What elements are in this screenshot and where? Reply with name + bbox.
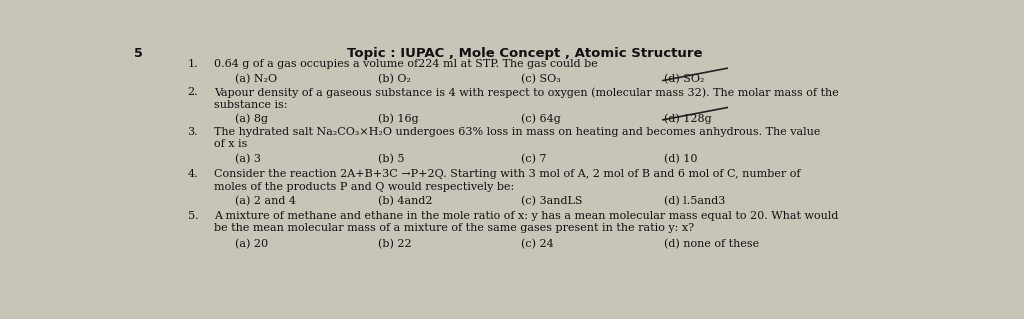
Text: be the mean molecular mass of a mixture of the same gases present in the ratio y: be the mean molecular mass of a mixture … xyxy=(214,224,694,234)
Text: (b) 22: (b) 22 xyxy=(378,239,412,249)
Text: (c) 24: (c) 24 xyxy=(521,239,554,249)
Text: Consider the reaction 2A+B+3C →P+2Q. Starting with 3 mol of A, 2 mol of B and 6 : Consider the reaction 2A+B+3C →P+2Q. Sta… xyxy=(214,169,800,179)
Text: 3.: 3. xyxy=(187,127,199,137)
Text: (a) 20: (a) 20 xyxy=(236,239,268,249)
Text: 2.: 2. xyxy=(187,87,199,97)
Text: (d) none of these: (d) none of these xyxy=(664,239,759,249)
Text: (c) 7: (c) 7 xyxy=(521,154,547,165)
Text: A mixture of methane and ethane in the mole ratio of x: y has a mean molecular m: A mixture of methane and ethane in the m… xyxy=(214,211,838,221)
Text: Topic : IUPAC , Mole Concept , Atomic Structure: Topic : IUPAC , Mole Concept , Atomic St… xyxy=(347,47,702,60)
Text: moles of the products P and Q would respectively be:: moles of the products P and Q would resp… xyxy=(214,182,514,192)
Text: Vapour density of a gaseous substance is 4 with respect to oxygen (molecular mas: Vapour density of a gaseous substance is… xyxy=(214,87,839,98)
Text: (a) 2 and 4: (a) 2 and 4 xyxy=(236,196,296,206)
Text: (b) 5: (b) 5 xyxy=(378,154,404,165)
Text: (b) 4and2: (b) 4and2 xyxy=(378,196,432,206)
Text: (a) N₂O: (a) N₂O xyxy=(236,74,278,84)
Text: 4.: 4. xyxy=(187,169,199,179)
Text: (c) 3andLS: (c) 3andLS xyxy=(521,196,583,206)
Text: 1.: 1. xyxy=(187,59,199,69)
Text: substance is:: substance is: xyxy=(214,100,288,110)
Text: The hydrated salt Na₂CO₃×H₂O undergoes 63% loss in mass on heating and becomes a: The hydrated salt Na₂CO₃×H₂O undergoes 6… xyxy=(214,127,820,137)
Text: (b) O₂: (b) O₂ xyxy=(378,74,411,84)
Text: (c) 64g: (c) 64g xyxy=(521,113,560,124)
Text: 5.: 5. xyxy=(187,211,199,221)
Text: (b) 16g: (b) 16g xyxy=(378,113,419,124)
Text: (d) 128g: (d) 128g xyxy=(664,113,712,124)
Text: (c) SO₃: (c) SO₃ xyxy=(521,74,560,84)
Text: (d) l.5and3: (d) l.5and3 xyxy=(664,196,725,206)
Text: of x is: of x is xyxy=(214,139,247,150)
Text: (d) 10: (d) 10 xyxy=(664,154,697,165)
Text: (a) 8g: (a) 8g xyxy=(236,113,268,124)
Text: (a) 3: (a) 3 xyxy=(236,154,261,165)
Text: (d) SO₂: (d) SO₂ xyxy=(664,74,705,84)
Text: 5: 5 xyxy=(134,47,143,60)
Text: 0.64 g of a gas occupies a volume of224 ml at STP. The gas could be: 0.64 g of a gas occupies a volume of224 … xyxy=(214,59,597,69)
